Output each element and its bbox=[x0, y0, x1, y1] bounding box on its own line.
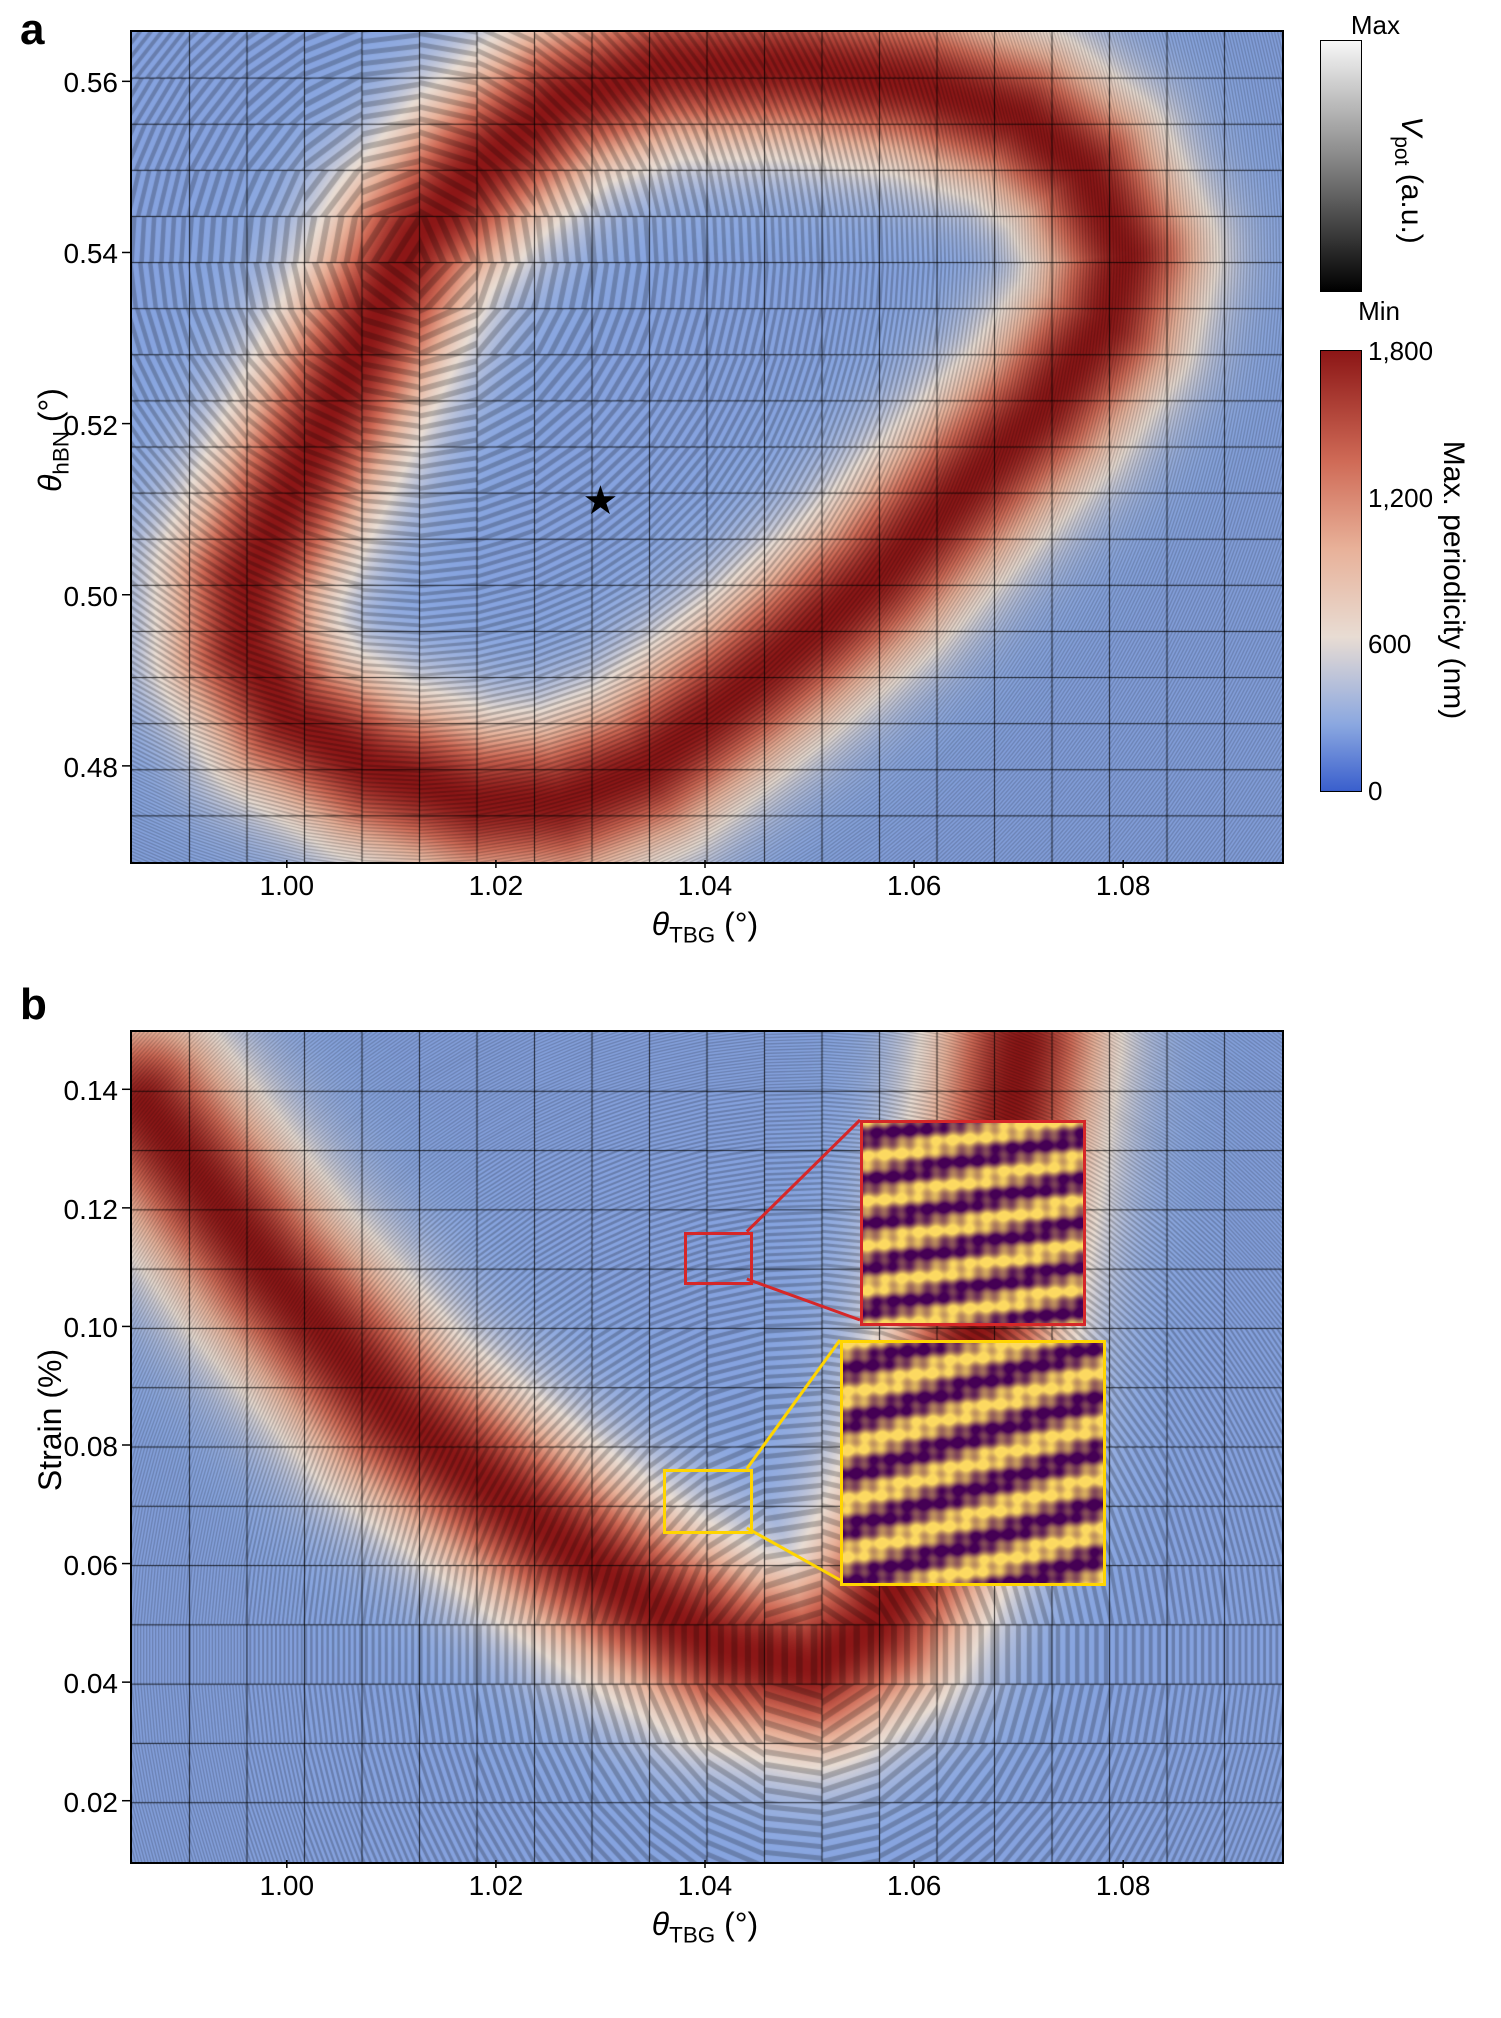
panel-a-xtick: 1.00 bbox=[260, 870, 315, 902]
colorbar-vpot bbox=[1320, 40, 1362, 292]
inset-red-source-box bbox=[684, 1232, 753, 1285]
panel-b-xtick: 1.08 bbox=[1096, 1870, 1151, 1902]
panel-label-a: a bbox=[20, 5, 44, 55]
panel-b-xtick: 1.06 bbox=[887, 1870, 942, 1902]
colorbar-vpot-max: Max bbox=[1310, 10, 1400, 41]
panel-a-xtick: 1.04 bbox=[678, 870, 733, 902]
colorbar-vpot-label: Vpot (a.u.) bbox=[1389, 80, 1428, 280]
panel-a-ylabel: θhBN (°) bbox=[32, 240, 74, 640]
panel-b-xtick: 1.02 bbox=[469, 1870, 524, 1902]
inset-yellow-source-box bbox=[663, 1469, 753, 1534]
colorbar-periodicity-label: Max. periodicity (nm) bbox=[1436, 390, 1470, 770]
figure-root: a b 1.001.021.041.061.080.480.500.520.54… bbox=[0, 0, 1501, 2018]
colorbar-vpot-min: Min bbox=[1310, 296, 1400, 327]
panel-a-xtick: 1.06 bbox=[887, 870, 942, 902]
colorbar-periodicity-tick: 0 bbox=[1368, 776, 1382, 807]
colorbar-periodicity bbox=[1320, 350, 1362, 792]
panel-a-plot bbox=[130, 30, 1284, 864]
panel-label-b: b bbox=[20, 980, 47, 1030]
panel-b-xlabel: θTBG (°) bbox=[130, 1906, 1280, 1948]
colorbar-periodicity-tick: 1,200 bbox=[1368, 483, 1433, 514]
panel-a-xtick: 1.02 bbox=[469, 870, 524, 902]
panel-b-ylabel: Strain (%) bbox=[32, 1260, 69, 1580]
inset-yellow bbox=[840, 1340, 1106, 1586]
panel-a-xlabel: θTBG (°) bbox=[130, 906, 1280, 948]
panel-a-xtick: 1.08 bbox=[1096, 870, 1151, 902]
colorbar-periodicity-tick: 600 bbox=[1368, 629, 1411, 660]
panel-b-plot bbox=[130, 1030, 1284, 1864]
colorbar-periodicity-tick: 1,800 bbox=[1368, 336, 1433, 367]
panel-b-xtick: 1.04 bbox=[678, 1870, 733, 1902]
star-marker: ★ bbox=[583, 478, 619, 524]
inset-red bbox=[860, 1120, 1086, 1326]
panel-b-xtick: 1.00 bbox=[260, 1870, 315, 1902]
